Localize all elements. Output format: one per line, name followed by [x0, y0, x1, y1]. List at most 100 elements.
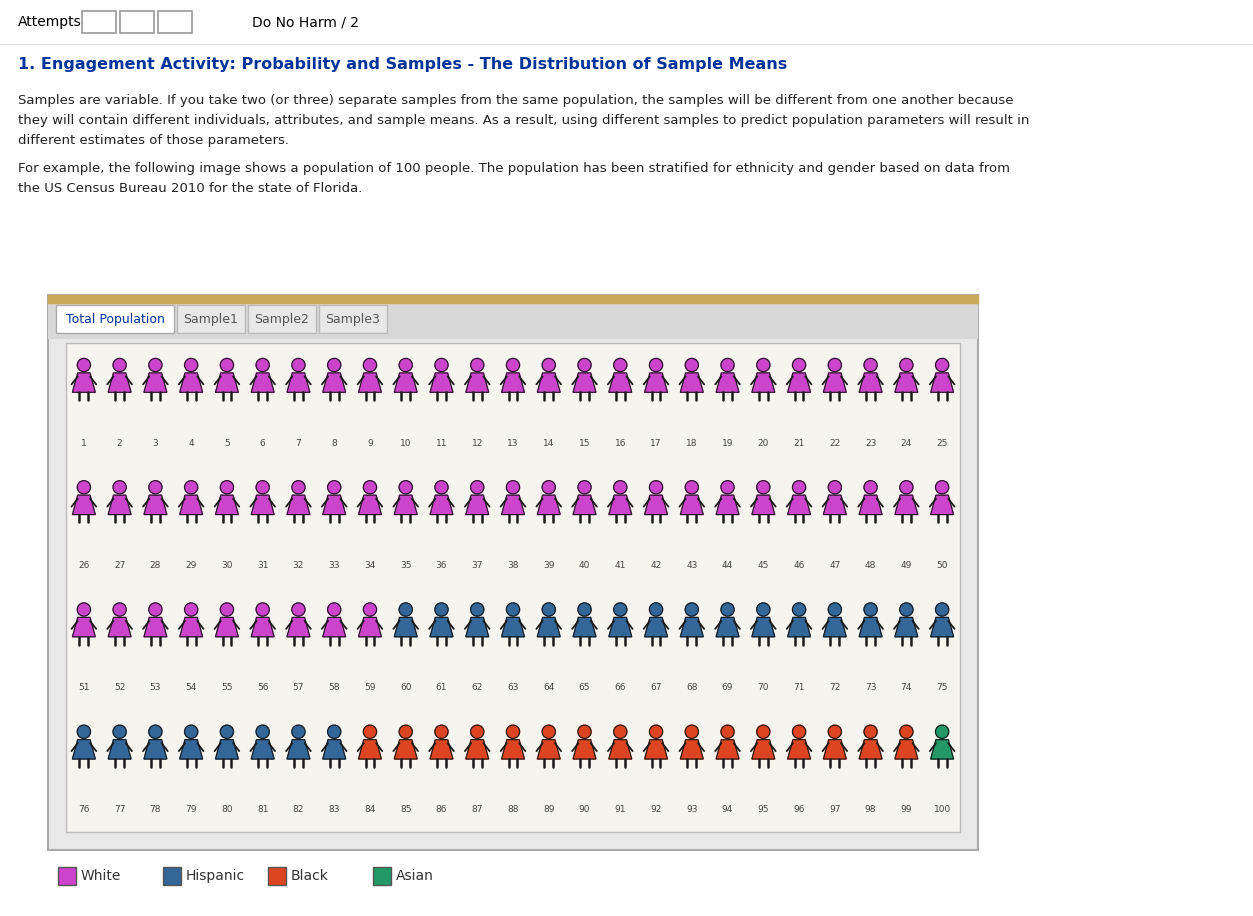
Text: 21: 21 [793, 439, 804, 448]
Circle shape [865, 725, 877, 738]
Circle shape [720, 603, 734, 616]
Polygon shape [108, 617, 132, 637]
Text: 35: 35 [400, 561, 411, 570]
Text: 22: 22 [829, 439, 841, 448]
Polygon shape [395, 496, 417, 515]
Polygon shape [358, 740, 381, 759]
Circle shape [685, 603, 698, 616]
Circle shape [113, 358, 127, 372]
Circle shape [292, 603, 304, 616]
Polygon shape [752, 496, 774, 515]
Circle shape [900, 358, 913, 372]
Circle shape [720, 358, 734, 372]
Polygon shape [216, 496, 238, 515]
Circle shape [471, 603, 484, 616]
FancyBboxPatch shape [158, 11, 192, 33]
Polygon shape [717, 373, 739, 392]
Circle shape [828, 358, 842, 372]
Text: 37: 37 [471, 561, 482, 570]
Text: 96: 96 [793, 805, 804, 814]
Text: 30: 30 [222, 561, 233, 570]
FancyBboxPatch shape [268, 867, 286, 885]
Polygon shape [860, 496, 882, 515]
Circle shape [221, 603, 233, 616]
Text: Hispanic: Hispanic [185, 869, 246, 883]
Text: 100: 100 [933, 805, 951, 814]
Text: 12: 12 [471, 439, 482, 448]
Circle shape [327, 358, 341, 372]
Text: 26: 26 [78, 561, 89, 570]
FancyBboxPatch shape [120, 11, 154, 33]
Polygon shape [108, 373, 132, 392]
Polygon shape [466, 496, 489, 515]
Text: 15: 15 [579, 439, 590, 448]
Polygon shape [752, 617, 774, 637]
Circle shape [292, 725, 304, 738]
Polygon shape [501, 496, 525, 515]
Circle shape [792, 481, 806, 494]
Circle shape [184, 358, 198, 372]
Text: White: White [81, 869, 122, 883]
Text: Sample2: Sample2 [254, 312, 309, 325]
Polygon shape [680, 496, 703, 515]
Polygon shape [538, 617, 560, 637]
Polygon shape [73, 496, 95, 515]
Circle shape [78, 725, 90, 738]
Circle shape [900, 725, 913, 738]
Polygon shape [144, 496, 167, 515]
Circle shape [363, 725, 377, 738]
Text: Attempts: Attempts [18, 15, 81, 29]
Circle shape [900, 603, 913, 616]
Text: 47: 47 [829, 561, 841, 570]
Polygon shape [573, 740, 596, 759]
Circle shape [435, 358, 449, 372]
Text: 25: 25 [936, 439, 947, 448]
Circle shape [900, 481, 913, 494]
Polygon shape [538, 373, 560, 392]
Circle shape [327, 481, 341, 494]
Circle shape [184, 725, 198, 738]
Text: 43: 43 [687, 561, 698, 570]
Circle shape [149, 725, 162, 738]
Circle shape [828, 481, 842, 494]
Circle shape [113, 481, 127, 494]
Polygon shape [823, 617, 846, 637]
Text: 31: 31 [257, 561, 268, 570]
Text: the US Census Bureau 2010 for the state of Florida.: the US Census Bureau 2010 for the state … [18, 182, 362, 195]
Text: 66: 66 [614, 683, 626, 692]
Polygon shape [252, 617, 274, 637]
Circle shape [292, 481, 304, 494]
Polygon shape [931, 496, 954, 515]
Polygon shape [466, 617, 489, 637]
Circle shape [221, 358, 233, 372]
Text: 98: 98 [865, 805, 876, 814]
Circle shape [506, 358, 520, 372]
Polygon shape [895, 496, 917, 515]
Polygon shape [644, 617, 668, 637]
Text: 80: 80 [222, 805, 233, 814]
Text: 51: 51 [78, 683, 90, 692]
Circle shape [578, 358, 591, 372]
Circle shape [113, 725, 127, 738]
Text: 14: 14 [543, 439, 554, 448]
Circle shape [363, 358, 377, 372]
Circle shape [149, 358, 162, 372]
Circle shape [506, 603, 520, 616]
Polygon shape [501, 373, 525, 392]
Circle shape [757, 358, 769, 372]
Polygon shape [252, 373, 274, 392]
Circle shape [543, 358, 555, 372]
Polygon shape [644, 740, 668, 759]
Text: 93: 93 [687, 805, 698, 814]
Polygon shape [430, 373, 452, 392]
Circle shape [578, 481, 591, 494]
Polygon shape [895, 373, 917, 392]
FancyBboxPatch shape [56, 305, 174, 333]
Circle shape [400, 481, 412, 494]
Text: 44: 44 [722, 561, 733, 570]
Text: 63: 63 [507, 683, 519, 692]
Circle shape [149, 603, 162, 616]
Text: 19: 19 [722, 439, 733, 448]
Text: 57: 57 [293, 683, 304, 692]
Text: 81: 81 [257, 805, 268, 814]
